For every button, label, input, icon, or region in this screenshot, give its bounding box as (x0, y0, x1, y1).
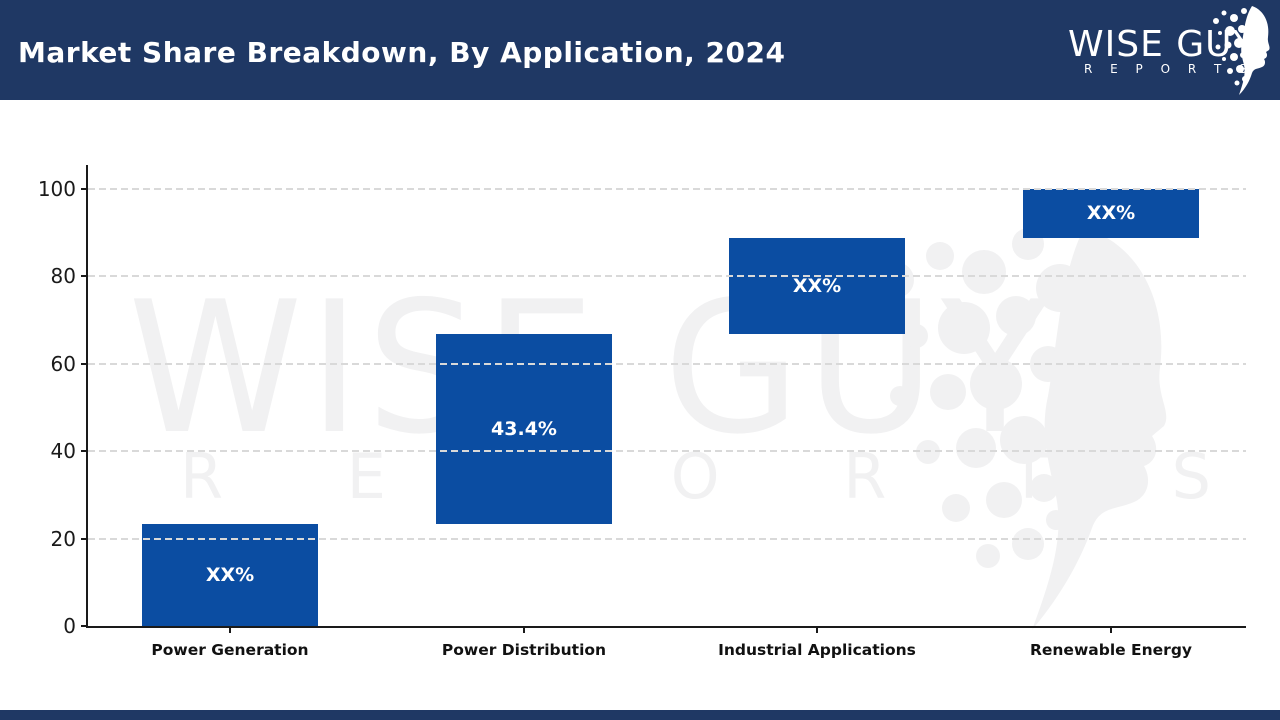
y-axis-tick-mark (81, 537, 88, 540)
x-axis-category-label: Power Distribution (441, 641, 607, 659)
y-axis-tick-label: 20 (50, 526, 76, 551)
x-axis-tick-mark (816, 626, 818, 633)
gridline-20 (88, 537, 1246, 540)
x-axis-category-label: Renewable Energy (1029, 641, 1193, 659)
y-axis-tick-mark (81, 450, 88, 452)
bar-value-label: XX% (1086, 202, 1136, 225)
y-axis-tick-mark (81, 187, 88, 190)
gridline-80 (88, 275, 1246, 277)
brand-logo-subtitle: R E P O R T S (1084, 62, 1254, 76)
bar-power-distribution: 43.4% (436, 334, 612, 525)
gridline-60 (88, 362, 1246, 365)
y-axis-tick-label: 40 (50, 439, 76, 463)
y-axis-tick-label: 60 (50, 351, 76, 376)
footer-bar (0, 710, 1280, 720)
bar-power-generation: XX% (142, 524, 318, 626)
y-axis-tick-mark (81, 275, 88, 277)
x-axis-category-label: Industrial Applications (718, 641, 916, 659)
page-title: Market Share Breakdown, By Application, … (18, 36, 786, 69)
y-axis-tick-mark (81, 625, 88, 627)
bar-renewable-energy: XX% (1023, 188, 1199, 239)
x-axis-tick-mark (523, 626, 525, 633)
bar-industrial-applications: XX% (729, 238, 905, 335)
x-axis-tick-mark (229, 626, 231, 633)
gridline-100 (88, 187, 1246, 190)
brand-logo: WISE GUY R E P O R T S (1032, 0, 1272, 100)
y-axis-tick-mark (81, 362, 88, 365)
bar-value-label: XX% (205, 564, 255, 587)
gridline-40 (88, 450, 1246, 452)
x-axis-tick-mark (1110, 626, 1112, 633)
y-axis-tick-label: 0 (63, 614, 76, 638)
brand-face-icon (1213, 6, 1270, 95)
header-bar: Market Share Breakdown, By Application, … (0, 0, 1280, 100)
bar-value-label: 43.4% (491, 418, 557, 441)
y-axis-tick-label: 100 (37, 176, 76, 201)
x-axis-spine (86, 626, 1246, 628)
y-axis-tick-label: 80 (50, 264, 76, 288)
watermark-face-icon (878, 228, 1167, 630)
y-axis-spine (86, 165, 88, 628)
x-axis-category-label: Power Generation (151, 641, 309, 659)
bar-value-label: XX% (792, 275, 842, 298)
